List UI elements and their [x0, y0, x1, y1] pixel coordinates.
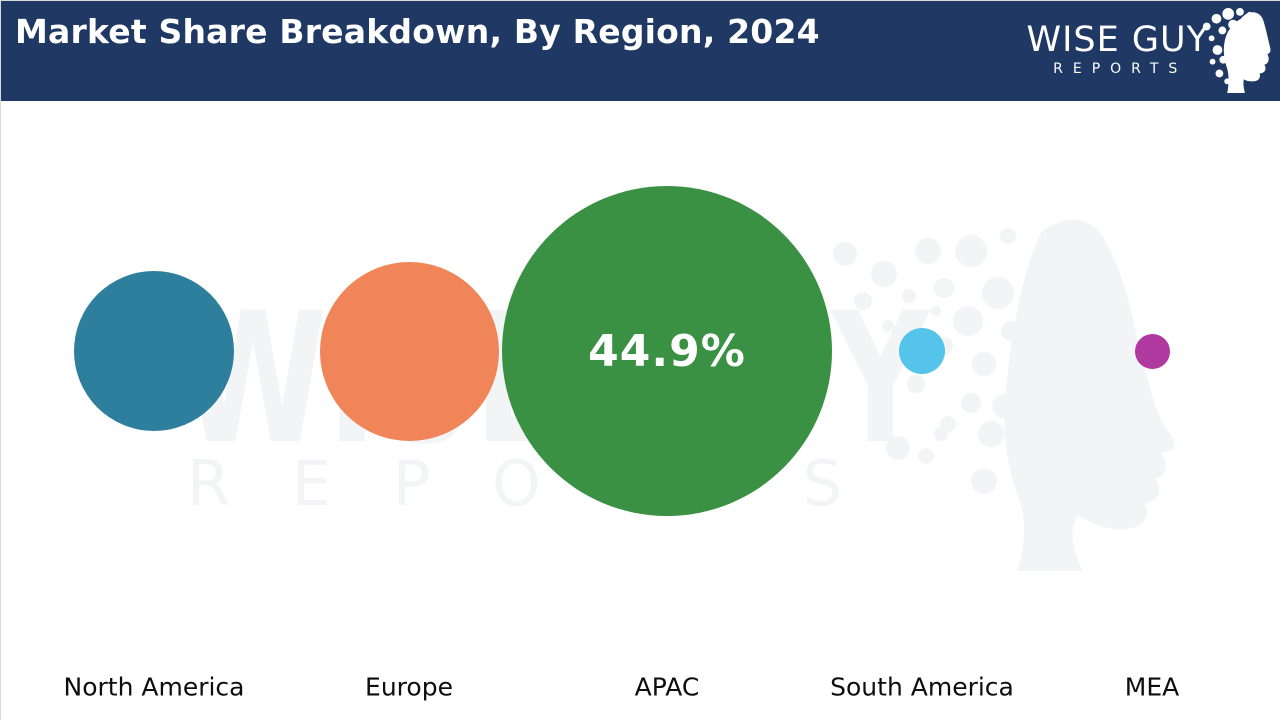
bubble-apac: 44.9% [502, 186, 832, 516]
bubble-europe [319, 261, 499, 441]
logo-text: WISE GUY REPORTS [1026, 20, 1209, 77]
bubble-chart: WISE GUY REPORTS North Ameri [1, 101, 1280, 721]
wiseguy-head-icon [1202, 7, 1271, 93]
bubble-mea [1134, 333, 1170, 369]
data-label-apac: 44.9% [588, 325, 746, 377]
category-label-north-america: North America [63, 672, 245, 702]
header-bar: Market Share Breakdown, By Region, 2024 … [1, 1, 1280, 101]
watermark-head-silhouette [1004, 219, 1175, 571]
category-label-apac: APAC [634, 672, 700, 702]
category-label-mea: MEA [1124, 672, 1180, 702]
logo-wordmark: WISE GUY [1026, 20, 1209, 60]
logo-subtext: REPORTS [1053, 61, 1188, 77]
page-title: Market Share Breakdown, By Region, 2024 [15, 12, 820, 51]
category-label-south-america: South America [830, 672, 1014, 702]
wiseguy-logo: WISE GUY REPORTS [1026, 7, 1273, 93]
bubble-north-america [74, 271, 234, 431]
category-label-europe: Europe [365, 672, 453, 702]
bubble-south-america [899, 328, 945, 374]
